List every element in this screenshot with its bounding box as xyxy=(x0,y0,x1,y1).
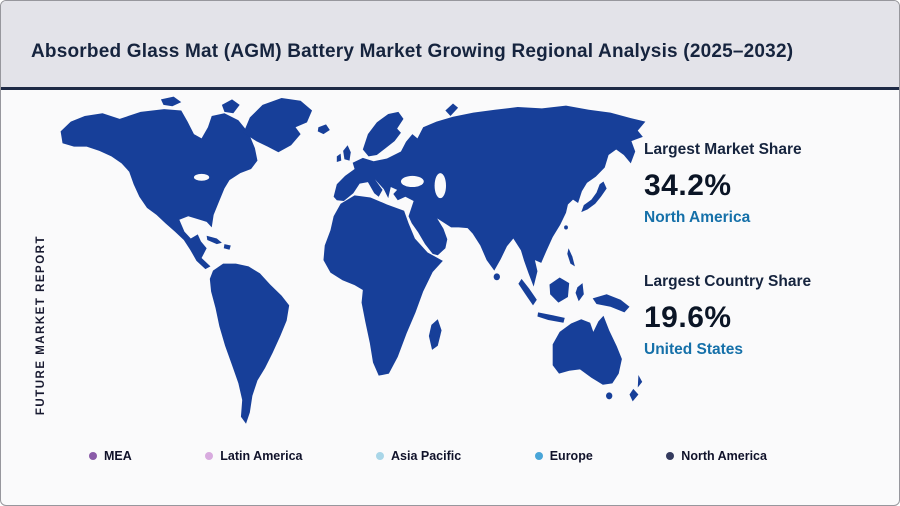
stat-label: Largest Country Share xyxy=(644,273,812,290)
legend-item-asia-pacific: Asia Pacific xyxy=(376,449,461,463)
page-title: Absorbed Glass Mat (AGM) Battery Market … xyxy=(31,41,794,62)
island-hispaniola xyxy=(223,244,231,250)
inland-water xyxy=(193,173,447,199)
island-java xyxy=(537,312,565,323)
island-tasmania xyxy=(606,392,613,400)
legend-swatch-north-america xyxy=(666,452,675,460)
island-greenland xyxy=(243,97,313,153)
continent-eurasia xyxy=(333,105,646,287)
island-sri-lanka xyxy=(493,273,500,281)
island-baffin xyxy=(221,99,240,114)
continent-north-america xyxy=(60,109,258,270)
continent-africa xyxy=(323,195,443,376)
legend-item-mea: MEA xyxy=(89,449,132,463)
stat-value: 34.2% xyxy=(644,169,732,202)
island-japan xyxy=(581,181,607,213)
brand-watermark: FUTURE MARKET REPORT xyxy=(35,235,47,416)
stat-value: 19.6% xyxy=(644,301,732,334)
world-map xyxy=(60,96,646,424)
island-new-zealand-south xyxy=(629,388,639,402)
legend-item-europe: Europe xyxy=(534,449,593,463)
legend-label-latin-america: Latin America xyxy=(220,449,303,463)
stat-entity: North America xyxy=(644,209,751,226)
island-borneo xyxy=(549,277,570,303)
legend-label-mea: MEA xyxy=(104,449,132,463)
stat-label: Largest Market Share xyxy=(644,141,802,158)
island-taiwan xyxy=(564,225,568,230)
island-sulawesi xyxy=(575,283,584,302)
island-novaya-zemlya xyxy=(445,103,459,117)
legend-swatch-europe xyxy=(534,452,543,460)
island-victoria xyxy=(160,96,182,107)
peninsula-scandinavia xyxy=(362,111,404,157)
island-new-zealand-north xyxy=(637,374,643,388)
legend-item-latin-america: Latin America xyxy=(205,449,303,463)
header-band: Absorbed Glass Mat (AGM) Battery Market … xyxy=(1,1,899,87)
island-iceland xyxy=(317,124,330,135)
island-new-guinea xyxy=(592,294,630,313)
island-philippines xyxy=(567,248,575,267)
legend-label-north-america: North America xyxy=(681,449,767,463)
water-black-sea xyxy=(400,175,424,188)
island-sumatra xyxy=(518,278,537,306)
stat-market-share: Largest Market Share 34.2% North America xyxy=(644,141,889,227)
legend-label-europe: Europe xyxy=(549,449,593,463)
legend-swatch-latin-america xyxy=(205,452,214,460)
island-ireland xyxy=(336,153,342,162)
legend-item-north-america: North America xyxy=(666,449,767,463)
stat-entity: United States xyxy=(644,341,744,358)
legend-swatch-mea xyxy=(89,452,97,460)
legend: MEA Latin America Asia Pacific Europe No… xyxy=(89,449,767,463)
island-great-britain xyxy=(343,145,351,161)
legend-swatch-asia-pacific xyxy=(376,452,385,460)
island-cuba xyxy=(206,235,222,245)
continents xyxy=(60,96,646,424)
island-madagascar xyxy=(428,319,442,350)
continent-australia xyxy=(552,315,622,385)
stat-country-share: Largest Country Share 19.6% United State… xyxy=(644,273,889,359)
water-great-lakes xyxy=(193,173,210,181)
water-caspian-sea xyxy=(434,173,447,199)
header-divider xyxy=(1,87,899,90)
continent-south-america xyxy=(209,263,290,424)
stats-panel: Largest Market Share 34.2% North America… xyxy=(644,141,889,359)
legend-label-asia-pacific: Asia Pacific xyxy=(391,449,462,463)
